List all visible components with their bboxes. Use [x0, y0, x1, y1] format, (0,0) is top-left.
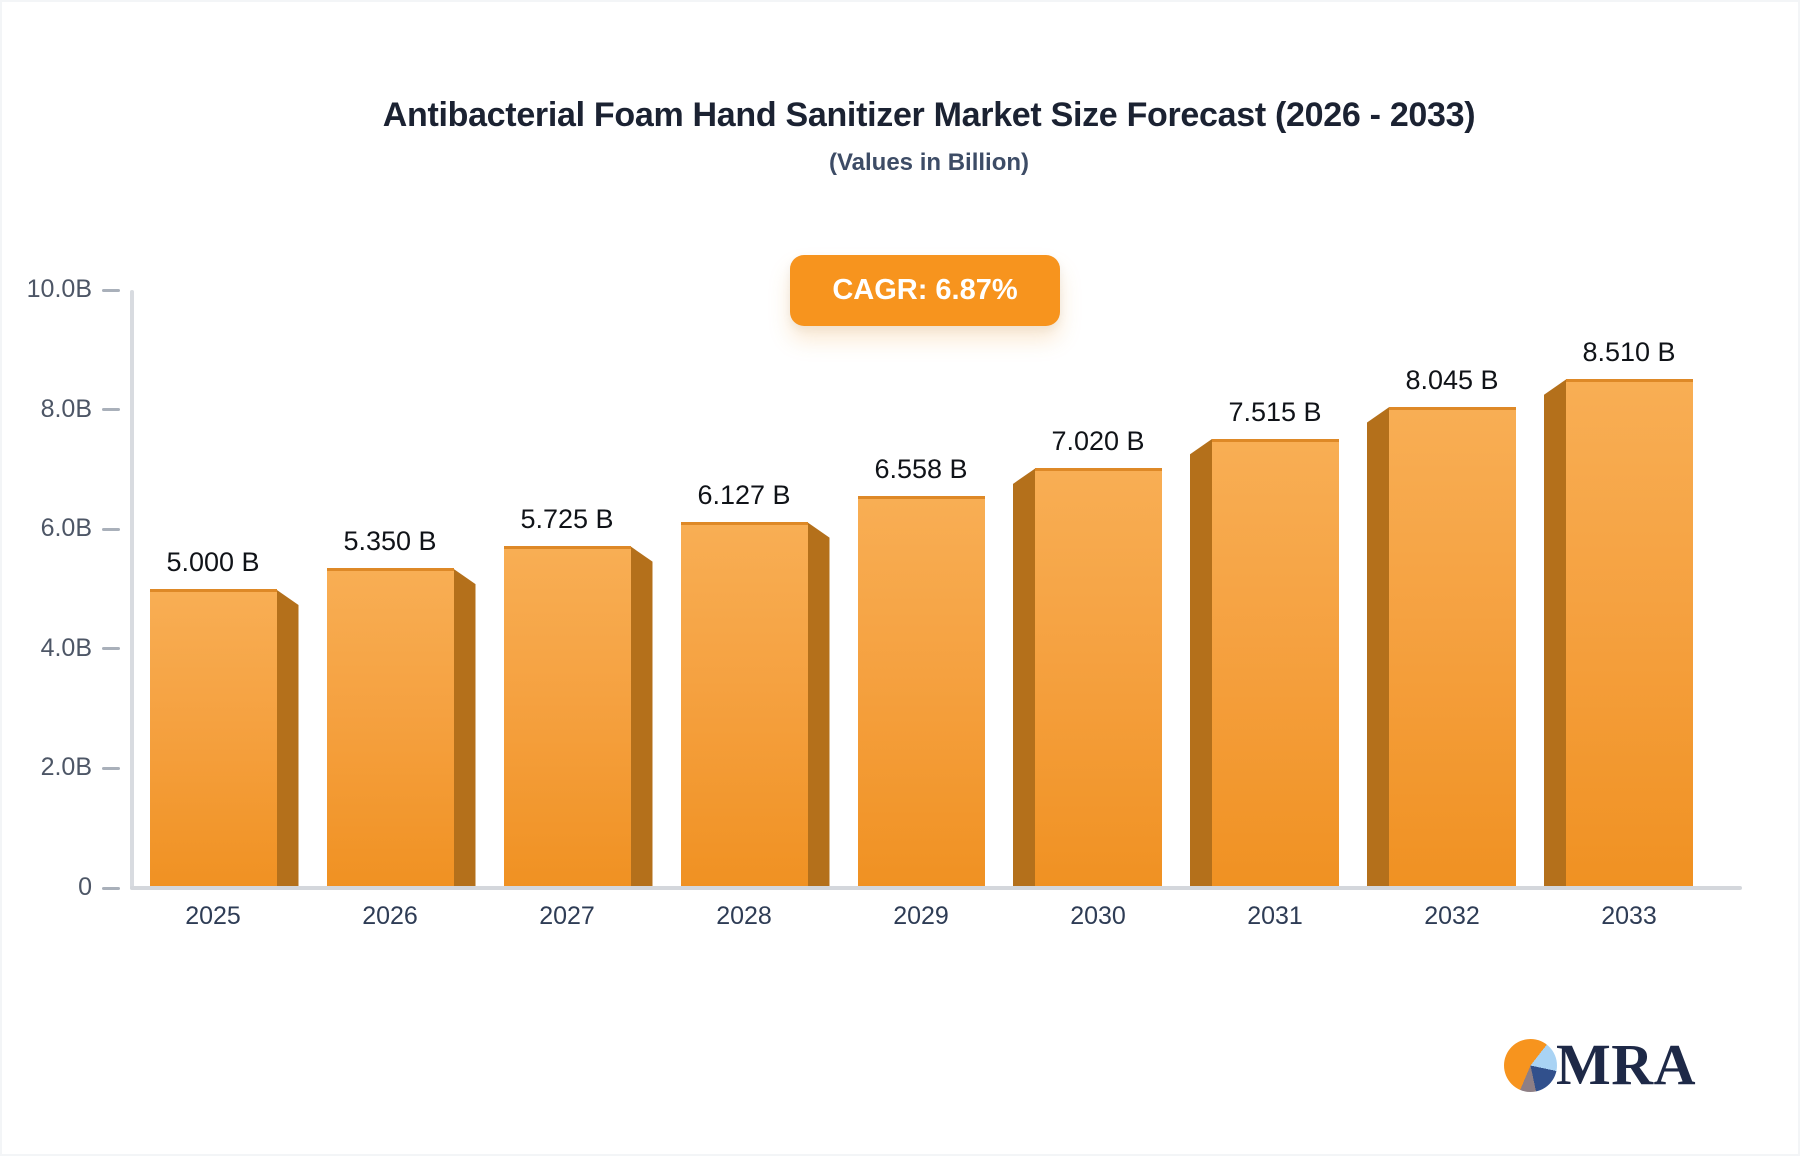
y-axis-tick-label: 0 [78, 873, 92, 901]
cagr-badge: CAGR: 6.87% [790, 255, 1060, 326]
x-axis-label: 2030 [1070, 902, 1126, 930]
brand-logo-text: MRA [1556, 1032, 1697, 1097]
y-axis-tick-mark [102, 527, 120, 531]
x-axis-label: 2027 [539, 902, 595, 930]
bar-3d-side-face [1189, 438, 1213, 888]
bar-2027 [503, 545, 631, 888]
chart-header: Antibacterial Foam Hand Sanitizer Market… [0, 0, 1800, 177]
bar-2033 [1565, 379, 1693, 888]
bar-3d-side-face [806, 521, 830, 888]
bar-value-label: 6.127 B [697, 479, 791, 510]
bar-3d-side-face [275, 589, 299, 888]
bar-value-label: 6.558 B [874, 453, 968, 484]
bar-2029 [857, 495, 985, 888]
y-axis-tick-label: 10.0B [26, 275, 92, 303]
x-axis-label: 2029 [893, 902, 949, 930]
y-axis-line [130, 290, 134, 890]
bar-value-label: 8.045 B [1405, 364, 1499, 395]
bar-3d-side-face [1012, 468, 1036, 888]
y-axis-tick-label: 6.0B [40, 514, 92, 543]
bar-value-label: 5.725 B [520, 503, 614, 534]
y-axis-tick-mark [102, 766, 120, 770]
bar-2032 [1388, 406, 1516, 888]
y-axis-tick-label: 4.0B [40, 633, 92, 662]
x-axis-label: 2032 [1424, 902, 1480, 930]
chart-subtitle: (Values in Billion) [828, 149, 1030, 176]
pie-chart-icon [1504, 1038, 1557, 1092]
bar-3d-side-face [629, 545, 653, 888]
y-axis-tick-label: 8.0B [40, 394, 92, 423]
bar-2030 [1034, 468, 1162, 888]
chart-title: Antibacterial Foam Hand Sanitizer Market… [382, 96, 1476, 134]
bar-2026 [326, 568, 454, 888]
bar-value-label: 8.510 B [1582, 337, 1676, 368]
x-axis-line [130, 886, 1742, 890]
x-axis-label: 2026 [362, 902, 418, 930]
x-axis-label: 2033 [1601, 902, 1657, 930]
x-axis-label: 2028 [716, 902, 772, 930]
y-axis-tick-mark [102, 288, 120, 292]
y-axis-tick-mark [102, 408, 120, 412]
bar-2031 [1211, 438, 1339, 888]
y-axis-tick-mark [102, 886, 120, 890]
bar-3d-side-face [1366, 406, 1390, 888]
bar-value-label: 7.020 B [1051, 426, 1145, 457]
bar-value-label: 5.350 B [343, 526, 437, 557]
bar-value-label: 7.515 B [1228, 396, 1322, 427]
bar-2025 [149, 589, 277, 888]
x-axis-label: 2025 [185, 902, 241, 930]
x-axis-label: 2031 [1247, 902, 1303, 930]
y-axis-tick-label: 2.0B [40, 753, 92, 782]
bar-3d-side-face [452, 568, 476, 888]
brand-logo: MRA [1504, 1036, 1696, 1094]
y-axis-tick-mark [102, 647, 120, 651]
bar-3d-side-face [1543, 379, 1567, 888]
bar-2028 [680, 521, 808, 888]
bar-value-label: 5.000 B [166, 547, 260, 577]
